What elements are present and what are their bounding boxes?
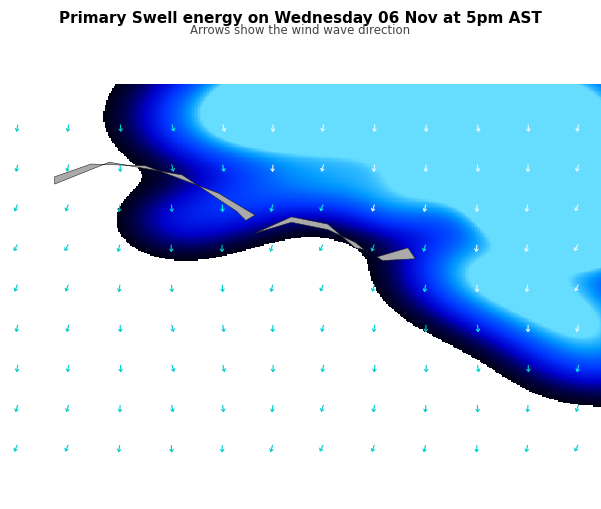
- Polygon shape: [55, 163, 255, 221]
- Polygon shape: [377, 248, 415, 261]
- Text: Primary Swell energy on Wednesday 06 Nov at 5pm AST: Primary Swell energy on Wednesday 06 Nov…: [59, 11, 542, 26]
- Polygon shape: [255, 217, 364, 250]
- Text: Arrows show the wind wave direction: Arrows show the wind wave direction: [191, 24, 410, 37]
